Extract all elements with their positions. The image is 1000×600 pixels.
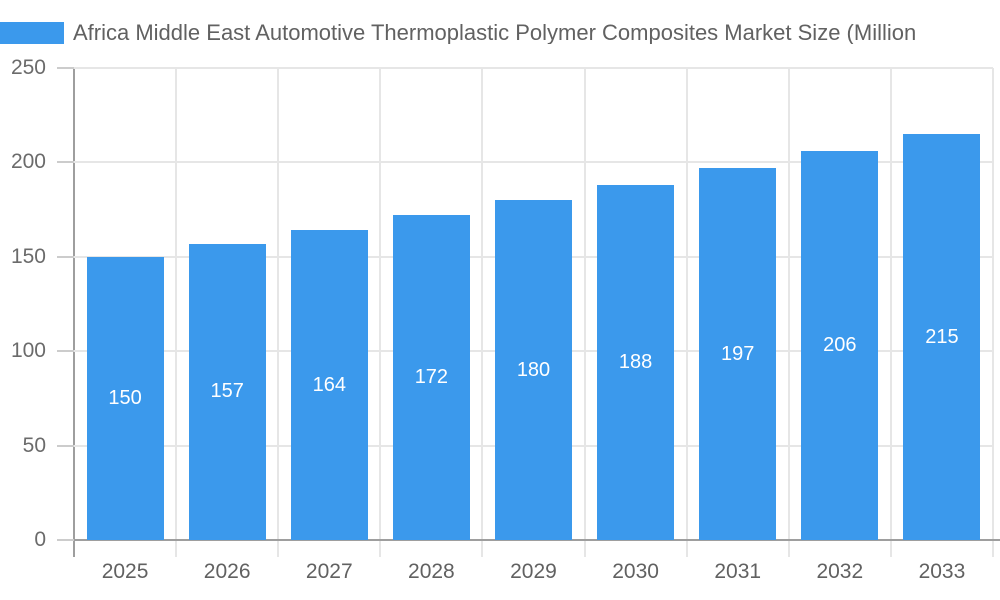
gridline-vertical [175, 68, 178, 557]
x-axis-label: 2033 [918, 560, 966, 583]
y-axis-tick [57, 350, 74, 353]
y-axis-line [73, 68, 75, 557]
gridline-vertical [277, 68, 280, 557]
bar-2031[interactable]: 197 [699, 168, 777, 540]
bar-2027[interactable]: 164 [290, 230, 368, 540]
legend: Africa Middle East Automotive Thermoplas… [0, 22, 1000, 44]
bar-value-label: 180 [516, 358, 551, 381]
gridline-horizontal [74, 67, 993, 69]
bar-value-label: 164 [312, 373, 346, 396]
y-axis-label: 150 [10, 244, 46, 268]
x-axis-label: 2032 [816, 560, 864, 583]
bar-2032[interactable]: 206 [801, 151, 879, 540]
gridline-vertical [889, 68, 892, 557]
gridline-vertical [379, 68, 382, 557]
y-axis-label: 100 [10, 339, 46, 363]
gridline-vertical [685, 68, 688, 557]
x-axis-label: 2028 [408, 560, 455, 583]
bar-2030[interactable]: 188 [597, 185, 675, 540]
gridline-vertical [787, 68, 790, 557]
legend-color-swatch [0, 22, 64, 44]
bar-2029[interactable]: 180 [495, 200, 572, 540]
y-axis-tick [57, 444, 74, 447]
y-axis-tick [57, 161, 74, 164]
x-axis-label: 2031 [714, 560, 762, 583]
y-axis-label: 50 [22, 433, 46, 457]
bar-value-label: 206 [823, 334, 857, 357]
x-axis-label: 2026 [203, 560, 251, 583]
bar-value-label: 197 [721, 342, 755, 365]
y-axis-tick [57, 67, 74, 69]
y-axis-tick [57, 539, 74, 541]
x-axis-label: 2029 [510, 560, 557, 583]
gridline-vertical [481, 68, 484, 557]
bar-value-label: 215 [925, 325, 959, 348]
gridline-vertical [992, 68, 994, 557]
y-axis-label: 200 [10, 150, 46, 174]
bar-2025[interactable]: 150 [86, 256, 164, 540]
bar-value-label: 157 [210, 380, 244, 403]
x-axis-label: 2030 [612, 560, 659, 583]
chart-title: Africa Middle East Automotive Thermoplas… [73, 22, 917, 44]
bar-2033[interactable]: 215 [903, 134, 981, 540]
y-axis-label: 0 [34, 528, 46, 551]
x-axis-line [74, 539, 1000, 541]
bar-value-label: 150 [108, 386, 142, 409]
x-axis-label: 2027 [305, 560, 353, 583]
bar-value-label: 188 [618, 351, 653, 374]
y-axis-label: 250 [10, 56, 46, 79]
y-axis-tick [57, 255, 74, 258]
bar-2026[interactable]: 157 [188, 243, 266, 540]
gridline-vertical [583, 68, 586, 557]
bar-2028[interactable]: 172 [392, 215, 470, 540]
gridline-horizontal [74, 161, 993, 164]
x-axis-label: 2025 [101, 560, 149, 583]
bar-value-label: 172 [414, 366, 449, 389]
